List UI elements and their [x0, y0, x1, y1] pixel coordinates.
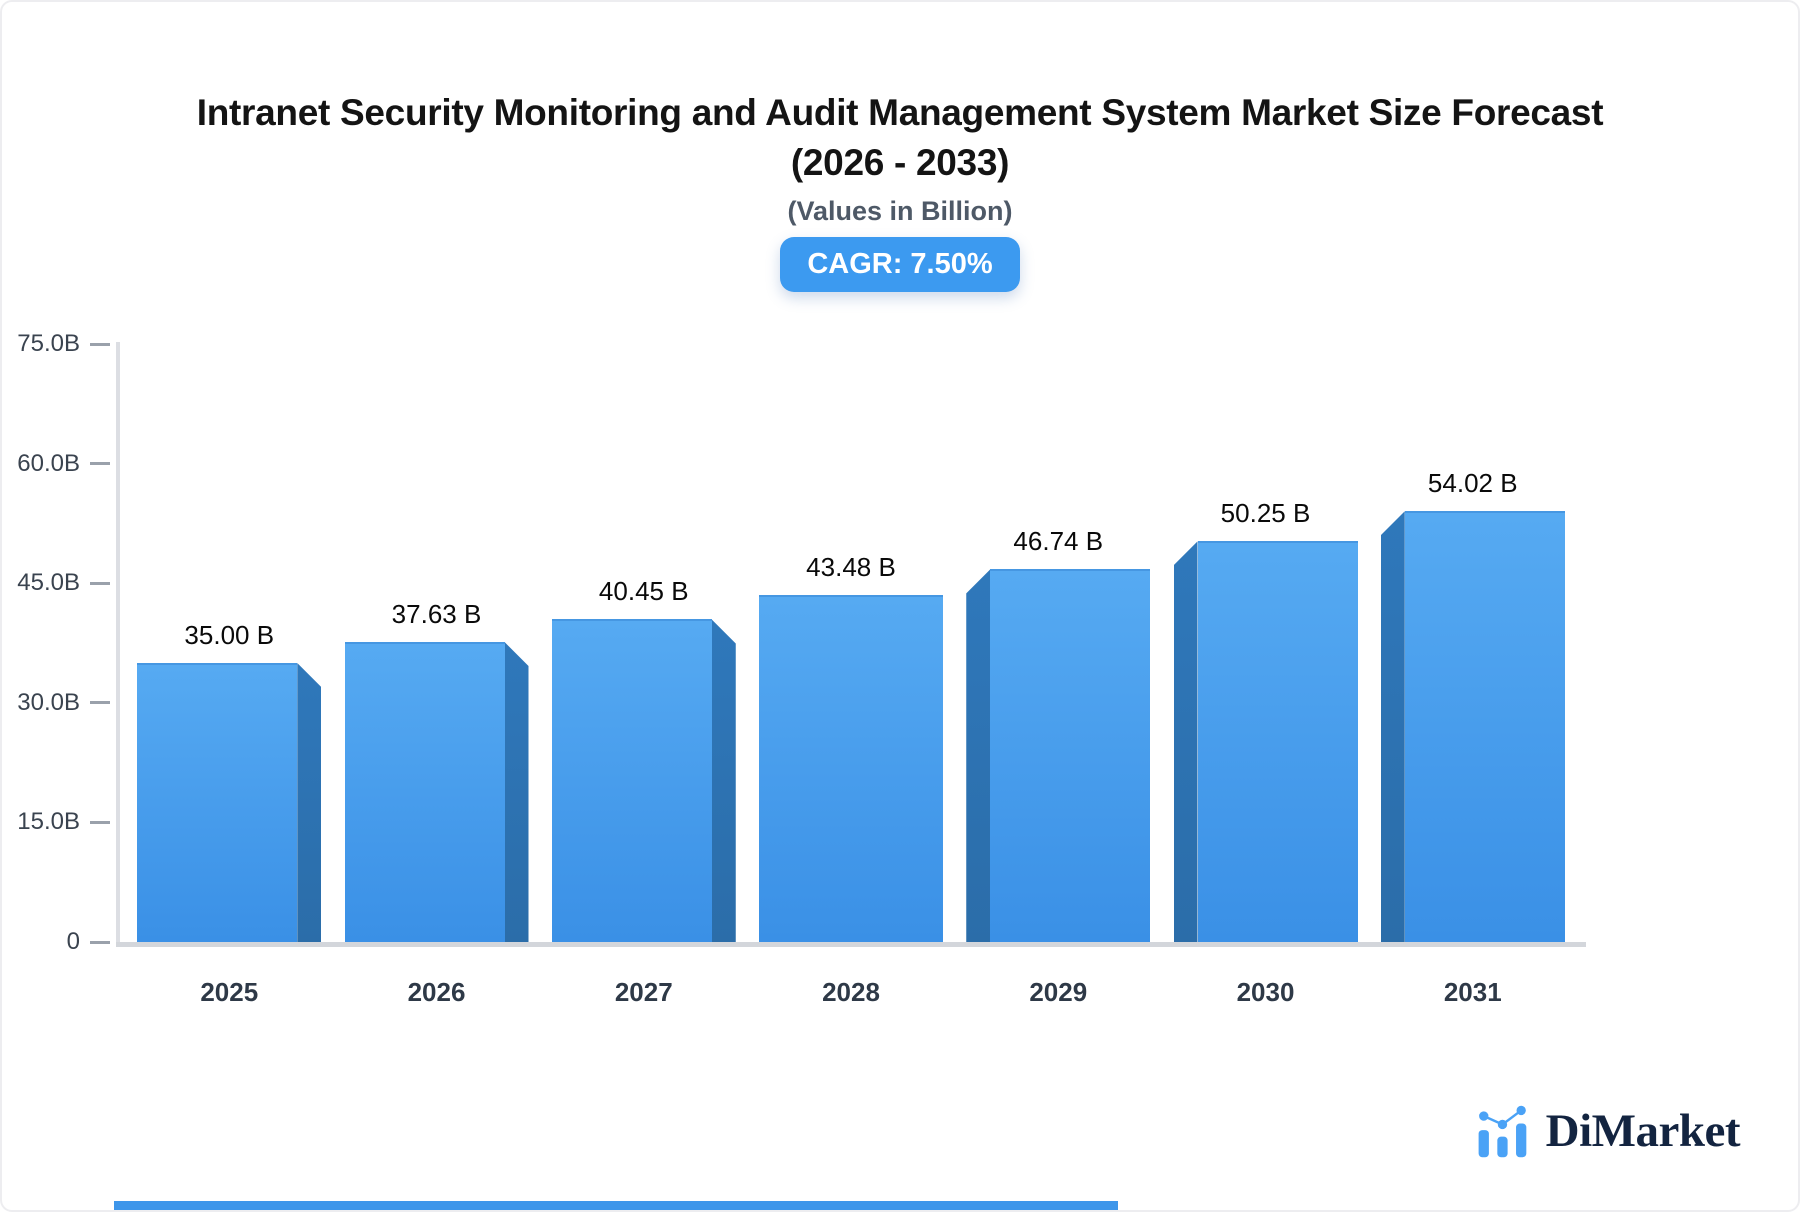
bar-column-2027: 40.45 B 2027: [546, 344, 742, 1007]
bar-column-2030: 50.25 B 2030: [1168, 344, 1364, 1007]
y-tick-dash: [90, 581, 110, 585]
bar-2029: [966, 569, 1151, 942]
y-tick-label-60.0B: 60.0B: [17, 449, 80, 477]
y-tick-label-45.0B: 45.0B: [17, 569, 80, 597]
y-tick-dash: [90, 462, 110, 466]
x-tick-label-2030: 2030: [1236, 977, 1295, 1007]
bar-2027: [551, 619, 736, 942]
bar-value-label: 43.48 B: [806, 552, 896, 583]
chart-header: Intranet Security Monitoring and Audit M…: [2, 88, 1798, 292]
bar-side-face: [1380, 511, 1405, 942]
bar-side-face: [297, 662, 322, 942]
y-tick-label-15.0B: 15.0B: [17, 808, 80, 836]
y-tick-dash: [90, 701, 110, 705]
brand-logo: DiMarket: [1473, 1102, 1741, 1160]
bottom-accent-strip: [114, 1201, 1118, 1210]
bar-column-2031: 54.02 B 2031: [1375, 344, 1571, 1007]
x-tick-label-2026: 2026: [407, 977, 466, 1007]
bar-side-face: [711, 619, 736, 942]
x-tick-label-2028: 2028: [822, 977, 880, 1007]
bar-column-2029: 46.74 B 2029: [960, 344, 1156, 1007]
bar-front-face: [759, 595, 943, 942]
bar-value-label: 35.00 B: [184, 619, 275, 650]
y-tick-dash: [90, 342, 110, 346]
cagr-badge: CAGR: 7.50%: [780, 237, 1020, 292]
bar-2031: [1380, 511, 1565, 942]
y-tick-dash: [90, 820, 110, 824]
bar-front-face: [137, 662, 298, 942]
bar-value-label: 37.63 B: [391, 598, 482, 629]
bar-front-face: [990, 569, 1151, 942]
x-tick-label-2029: 2029: [1029, 977, 1088, 1007]
bar-column-2026: 37.63 B 2026: [339, 344, 535, 1007]
x-axis-line: [116, 942, 1586, 947]
chart-title-line1: Intranet Security Monitoring and Audit M…: [196, 92, 1604, 133]
bar-column-2028: 43.48 B 2028: [753, 344, 949, 1007]
y-axis-line: [116, 342, 120, 946]
y-tick-dash: [90, 940, 110, 944]
bar-2025: [137, 662, 322, 942]
bar-2026: [344, 641, 529, 942]
y-axis: 0 15.0B 30.0B 45.0B 60.0B 75.0B: [2, 330, 116, 955]
bar-value-label: 46.74 B: [1013, 526, 1104, 557]
bars-row: 35.00 B 2025 37.63 B 2026 40.45 B 2027 43.48 B…: [120, 344, 1582, 1007]
brand-bar-chart-icon: [1473, 1102, 1531, 1160]
values-note: (Values in Billion): [787, 196, 1013, 226]
bar-front-face: [551, 619, 712, 942]
x-tick-label-2031: 2031: [1443, 977, 1502, 1007]
bar-column-2025: 35.00 B 2025: [131, 344, 327, 1007]
x-tick-label-2025: 2025: [200, 977, 259, 1007]
bar-side-face: [966, 569, 991, 942]
bar-2030: [1173, 541, 1358, 942]
bar-2028: [759, 595, 943, 942]
y-tick-label-30.0B: 30.0B: [17, 688, 80, 716]
chart-title-line2: (2026 - 2033): [790, 142, 1010, 183]
bar-side-face: [504, 641, 529, 942]
x-tick-label-2027: 2027: [614, 977, 673, 1007]
y-tick-label-0: 0: [66, 928, 80, 955]
bar-front-face: [1197, 541, 1358, 942]
bar-side-face: [1173, 541, 1198, 942]
bar-value-label: 50.25 B: [1220, 498, 1311, 529]
bar-front-face: [344, 641, 505, 942]
bar-value-label: 54.02 B: [1427, 468, 1518, 499]
bar-value-label: 40.45 B: [598, 576, 689, 607]
bar-front-face: [1404, 511, 1565, 942]
brand-name: DiMarket: [1545, 1105, 1741, 1157]
y-tick-label-75.0B: 75.0B: [17, 330, 80, 357]
